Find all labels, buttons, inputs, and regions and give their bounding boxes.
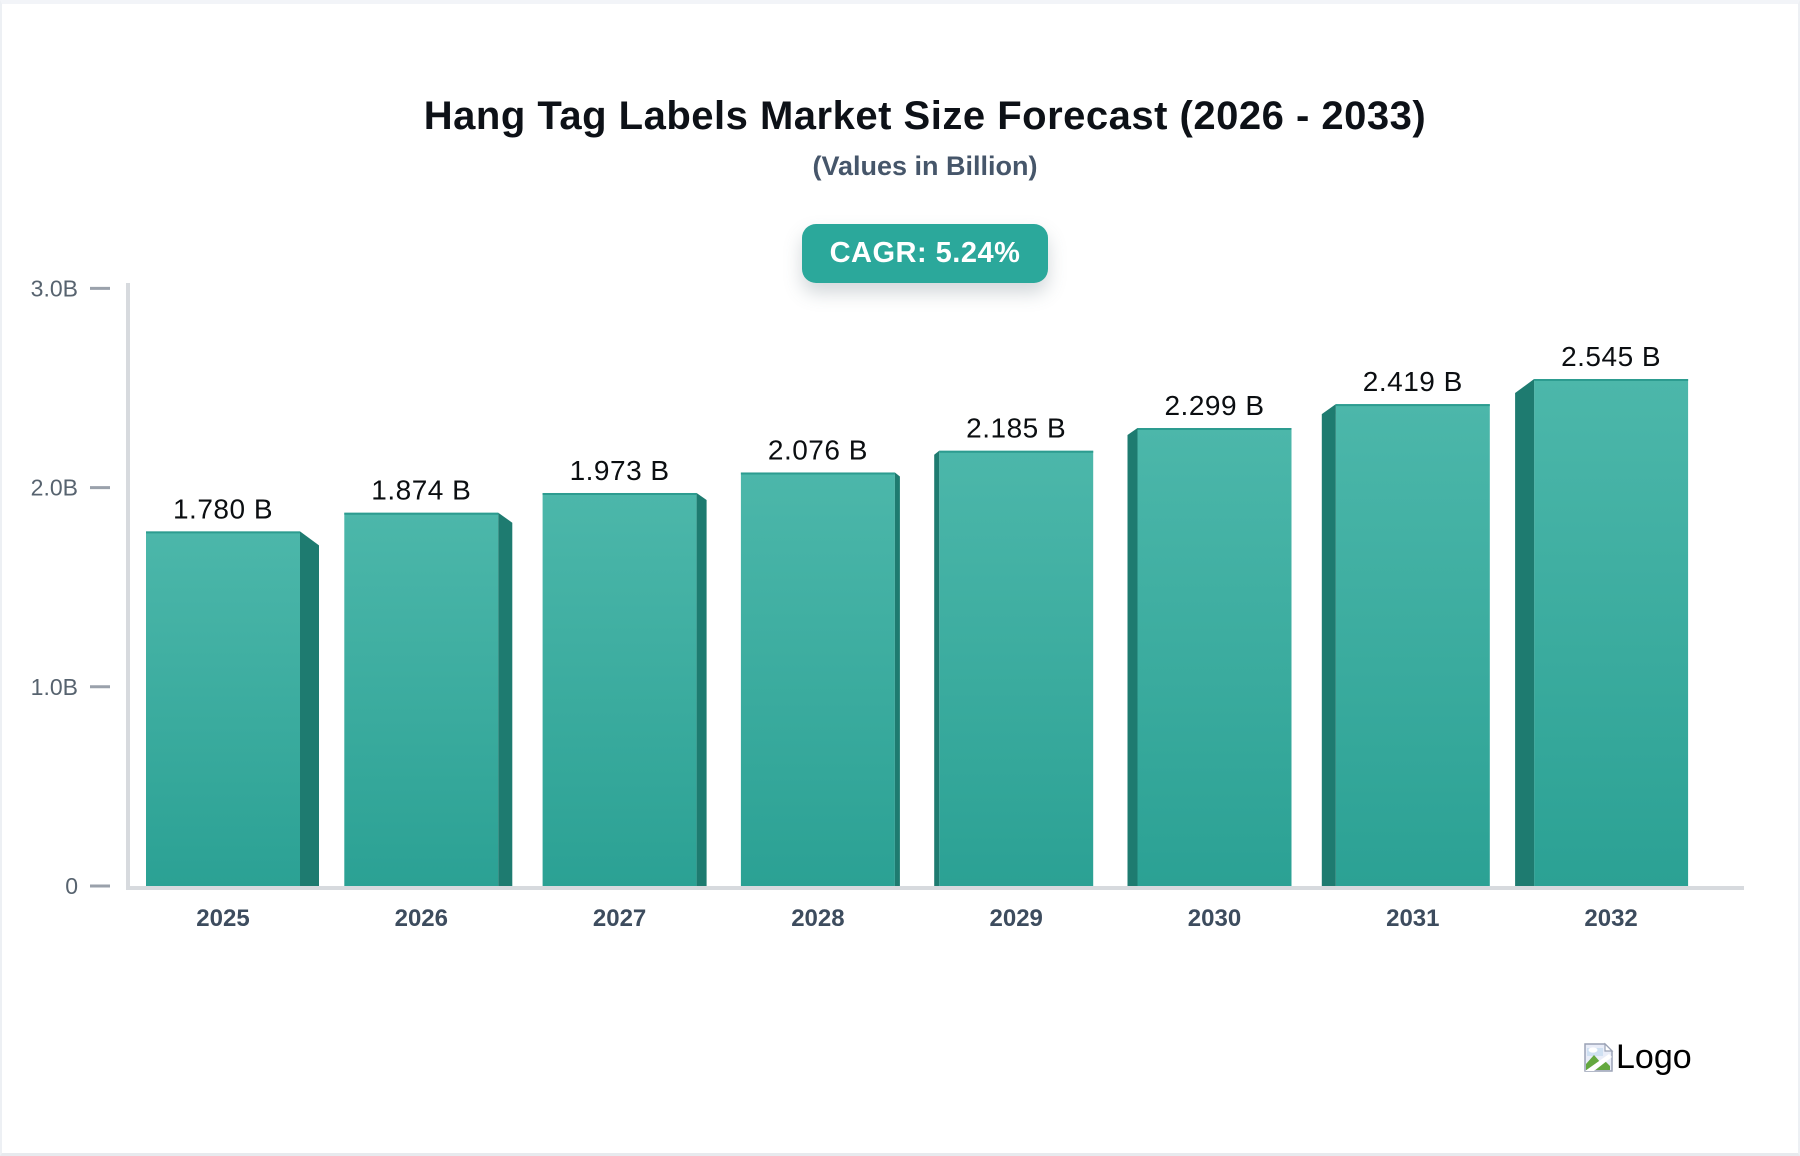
bar-value-label: 1.874 B xyxy=(371,475,471,506)
chart-subtitle: (Values in Billion) xyxy=(812,151,1038,181)
bar-value-label: 1.973 B xyxy=(570,455,670,486)
bar-2025[interactable]: 1.780 B 2025 xyxy=(146,493,319,932)
bar-value-label: 1.780 B xyxy=(173,493,273,524)
chart-header: Hang Tag Labels Market Size Forecast (20… xyxy=(25,94,1800,182)
bar-side-face xyxy=(300,531,319,886)
x-axis-label: 2030 xyxy=(1188,905,1241,932)
x-axis-label: 2026 xyxy=(395,905,448,932)
bar-side-face xyxy=(696,492,707,886)
x-axis-label: 2031 xyxy=(1386,905,1439,932)
bar-2028[interactable]: 2.076 B 2028 xyxy=(740,434,900,932)
bar-front-face xyxy=(1137,428,1292,886)
x-axis-label: 2027 xyxy=(593,905,646,932)
bar-side-face xyxy=(934,450,940,886)
bar-value-label: 2.419 B xyxy=(1363,366,1463,397)
bar-value-label: 2.299 B xyxy=(1164,390,1264,421)
bar-2032[interactable]: 2.545 B 2032 xyxy=(1515,341,1689,932)
x-axis-label: 2025 xyxy=(196,905,249,932)
y-tick-label: 0 xyxy=(65,873,78,899)
bar-side-face xyxy=(1321,404,1336,886)
bar-side-face xyxy=(498,512,513,886)
broken-image-icon xyxy=(1584,1042,1614,1072)
bar-front-face xyxy=(542,492,697,886)
bar-front-face xyxy=(740,472,895,886)
logo-text: Logo xyxy=(1616,1038,1692,1076)
bar-side-face xyxy=(1127,428,1138,886)
bar-front-face xyxy=(1335,404,1490,886)
logo: Logo xyxy=(1583,1038,1692,1077)
bar-side-face xyxy=(894,472,900,886)
bar-front-face xyxy=(146,531,300,886)
bar-front-face xyxy=(939,450,1094,886)
bar-front-face xyxy=(1534,379,1689,886)
bar-2029[interactable]: 2.185 B 2029 xyxy=(934,413,1094,932)
bar-value-label: 2.076 B xyxy=(768,434,868,465)
x-axis-label: 2032 xyxy=(1584,905,1637,932)
bar-value-label: 2.185 B xyxy=(966,413,1066,444)
x-axis-label: 2029 xyxy=(990,905,1043,932)
bar-side-face xyxy=(1515,379,1535,886)
y-tick-label: 1.0B xyxy=(31,674,78,700)
y-tick-label: 3.0B xyxy=(31,275,78,301)
chart-title: Hang Tag Labels Market Size Forecast (20… xyxy=(423,94,1427,138)
x-axis-label: 2028 xyxy=(791,905,844,932)
bar-front-face xyxy=(344,512,499,886)
bar-2027[interactable]: 1.973 B 2027 xyxy=(542,455,707,932)
bar-2030[interactable]: 2.299 B 2030 xyxy=(1127,390,1292,932)
bar-value-label: 2.545 B xyxy=(1561,341,1661,372)
cagr-badge-row: CAGR: 5.24% xyxy=(25,224,1800,283)
cagr-badge: CAGR: 5.24% xyxy=(801,224,1049,283)
y-tick-label: 2.0B xyxy=(31,475,78,501)
bar-2026[interactable]: 1.874 B 2026 xyxy=(344,475,513,932)
bar-2031[interactable]: 2.419 B 2031 xyxy=(1321,366,1490,932)
